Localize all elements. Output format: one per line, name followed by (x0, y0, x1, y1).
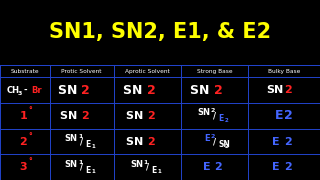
Text: SN: SN (123, 84, 147, 97)
Text: 2: 2 (225, 144, 228, 149)
Text: 3: 3 (18, 91, 22, 96)
Text: 2: 2 (147, 84, 156, 97)
Text: Br: Br (32, 86, 42, 95)
Text: °: ° (29, 132, 32, 141)
Text: 1: 1 (78, 159, 83, 165)
Text: Aprotic Solvent: Aprotic Solvent (125, 69, 170, 74)
Text: E: E (275, 109, 284, 122)
Text: Substrate: Substrate (11, 69, 39, 74)
Text: SN1, SN2, E1, & E2: SN1, SN2, E1, & E2 (49, 22, 271, 42)
Text: E: E (151, 166, 156, 175)
Text: SN: SN (65, 134, 78, 143)
Text: SN: SN (267, 85, 284, 95)
Text: Protic Solvent: Protic Solvent (61, 69, 102, 74)
Text: 1: 1 (78, 134, 83, 139)
Text: 2: 2 (225, 118, 228, 123)
Text: SN: SN (58, 84, 81, 97)
Text: E: E (219, 114, 224, 123)
Text: 2: 2 (81, 84, 90, 97)
Text: 2: 2 (284, 109, 292, 122)
Text: 2: 2 (19, 137, 27, 147)
Text: 2: 2 (81, 111, 89, 121)
Text: /: / (213, 137, 216, 146)
Text: 2: 2 (284, 162, 292, 172)
Text: SN: SN (65, 160, 78, 169)
Text: SN: SN (190, 84, 214, 97)
Text: SN: SN (126, 137, 147, 147)
Text: Bulky Base: Bulky Base (268, 69, 300, 74)
Text: 2: 2 (211, 134, 215, 139)
Text: E: E (205, 134, 210, 143)
Text: 3: 3 (20, 162, 27, 172)
Text: 2: 2 (284, 85, 292, 95)
Text: 1: 1 (19, 111, 27, 121)
Text: E: E (203, 162, 214, 172)
Text: 2: 2 (211, 108, 215, 113)
Text: CH: CH (7, 86, 20, 95)
Text: SN: SN (197, 108, 210, 117)
Text: /: / (146, 163, 149, 172)
Text: 2: 2 (214, 84, 223, 97)
Text: E: E (85, 140, 91, 149)
Text: SN: SN (130, 160, 143, 169)
Text: /: / (80, 163, 83, 172)
Text: °: ° (29, 107, 32, 116)
Text: 2: 2 (147, 137, 155, 147)
Text: Strong Base: Strong Base (196, 69, 232, 74)
Text: 2: 2 (214, 162, 222, 172)
Text: SN: SN (60, 111, 81, 121)
Text: 2: 2 (284, 137, 292, 147)
Text: 1: 1 (92, 144, 96, 149)
Text: 1: 1 (143, 159, 148, 165)
Text: SN: SN (126, 111, 147, 121)
Text: /: / (213, 111, 216, 120)
Text: /: / (80, 137, 83, 146)
Text: 1: 1 (158, 169, 161, 174)
Text: -: - (24, 86, 27, 95)
Text: 1: 1 (92, 169, 96, 174)
Text: E: E (272, 162, 284, 172)
Text: E: E (272, 137, 284, 147)
Text: SN: SN (219, 140, 230, 149)
Text: °: ° (29, 158, 32, 167)
Text: 2: 2 (147, 111, 155, 121)
Text: E: E (85, 166, 91, 175)
